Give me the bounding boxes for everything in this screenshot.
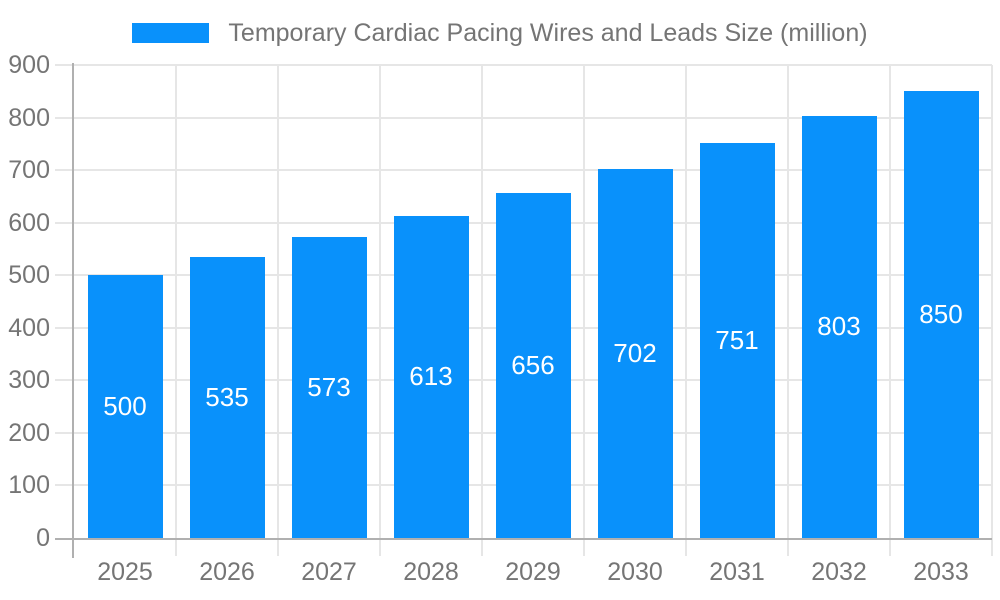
x-tick-mark — [991, 538, 993, 556]
bar-value-label: 500 — [103, 391, 147, 422]
x-tick-mark — [787, 538, 789, 556]
x-tick-label: 2029 — [505, 558, 561, 586]
y-tick-label: 100 — [8, 471, 50, 500]
x-tick-label: 2025 — [97, 558, 153, 586]
y-tick-label: 600 — [8, 208, 50, 237]
x-tick-label: 2030 — [607, 558, 663, 586]
x-gridline — [379, 65, 381, 538]
x-tick-label: 2026 — [199, 558, 255, 586]
y-axis-line — [72, 63, 74, 558]
x-tick-mark — [481, 538, 483, 556]
x-gridline — [277, 65, 279, 538]
x-tick-mark — [889, 538, 891, 556]
y-tick-label: 700 — [8, 156, 50, 185]
x-gridline — [481, 65, 483, 538]
x-tick-mark — [685, 538, 687, 556]
x-axis-baseline — [55, 538, 992, 540]
y-tick-label: 300 — [8, 366, 50, 395]
y-tick-label: 200 — [8, 418, 50, 447]
bar-value-label: 656 — [511, 350, 555, 381]
bar-value-label: 613 — [409, 361, 453, 392]
x-gridline — [583, 65, 585, 538]
y-gridline — [55, 64, 992, 66]
bar-2028[interactable] — [393, 215, 469, 538]
x-gridline — [685, 65, 687, 538]
bar-2033[interactable] — [903, 91, 979, 538]
x-gridline — [787, 65, 789, 538]
legend-label: Temporary Cardiac Pacing Wires and Leads… — [228, 18, 868, 47]
x-gridline — [991, 65, 993, 538]
bar-2030[interactable] — [597, 169, 673, 538]
x-tick-mark — [379, 538, 381, 556]
bar-value-label: 803 — [817, 311, 861, 342]
legend-item[interactable]: Temporary Cardiac Pacing Wires and Leads… — [0, 18, 1000, 48]
x-tick-mark — [583, 538, 585, 556]
bar-2025[interactable] — [87, 275, 163, 538]
x-tick-label: 2031 — [709, 558, 765, 586]
bar-2032[interactable] — [801, 115, 877, 538]
y-tick-label: 900 — [8, 51, 50, 79]
y-tick-label: 500 — [8, 261, 50, 290]
x-tick-label: 2027 — [301, 558, 357, 586]
bar-value-label: 573 — [307, 371, 351, 402]
y-tick-label: 400 — [8, 313, 50, 342]
legend-swatch-icon — [132, 23, 210, 43]
x-tick-mark — [277, 538, 279, 556]
bar-value-label: 702 — [613, 338, 657, 369]
bar-value-label: 535 — [205, 381, 249, 412]
bar-value-label: 850 — [919, 299, 963, 330]
x-tick-label: 2033 — [913, 558, 969, 586]
x-tick-mark — [175, 538, 177, 556]
bar-2026[interactable] — [189, 256, 265, 538]
x-tick-label: 2028 — [403, 558, 459, 586]
y-gridline — [55, 169, 992, 172]
bar-value-label: 751 — [715, 325, 759, 356]
x-gridline — [889, 65, 891, 538]
y-tick-label: 0 — [36, 524, 50, 552]
bar-2029[interactable] — [495, 193, 571, 538]
y-tick-label: 800 — [8, 103, 50, 132]
x-gridline — [175, 65, 177, 538]
bar-2027[interactable] — [291, 236, 367, 538]
bar-2031[interactable] — [699, 143, 775, 538]
y-gridline — [55, 116, 992, 119]
x-tick-label: 2032 — [811, 558, 867, 586]
